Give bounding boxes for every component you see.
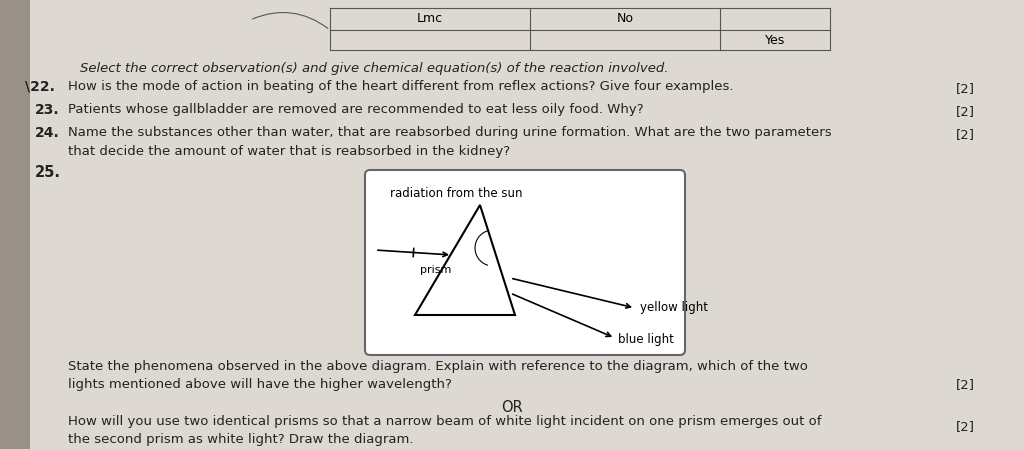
Text: \22.: \22. — [25, 80, 55, 94]
Text: 24.: 24. — [35, 126, 59, 140]
Text: the second prism as white light? Draw the diagram.: the second prism as white light? Draw th… — [68, 433, 414, 446]
Text: that decide the amount of water that is reabsorbed in the kidney?: that decide the amount of water that is … — [68, 145, 510, 158]
Text: How is the mode of action in beating of the heart different from reflex actions?: How is the mode of action in beating of … — [68, 80, 733, 93]
Text: Lmc: Lmc — [417, 13, 443, 26]
Text: No: No — [616, 13, 634, 26]
Text: Patients whose gallbladder are removed are recommended to eat less oily food. Wh: Patients whose gallbladder are removed a… — [68, 103, 644, 116]
Text: yellow light: yellow light — [640, 301, 708, 314]
Text: [2]: [2] — [956, 82, 975, 95]
Text: [2]: [2] — [956, 420, 975, 433]
Text: State the phenomena observed in the above diagram. Explain with reference to the: State the phenomena observed in the abov… — [68, 360, 808, 373]
Text: lights mentioned above will have the higher wavelength?: lights mentioned above will have the hig… — [68, 378, 452, 391]
Text: [2]: [2] — [956, 128, 975, 141]
Text: 23.: 23. — [35, 103, 59, 117]
Text: Name the substances other than water, that are reabsorbed during urine formation: Name the substances other than water, th… — [68, 126, 831, 139]
Polygon shape — [0, 0, 30, 449]
Text: Select the correct observation(s) and give chemical equation(s) of the reaction : Select the correct observation(s) and gi… — [80, 62, 669, 75]
Text: [2]: [2] — [956, 378, 975, 391]
Text: 25.: 25. — [35, 165, 61, 180]
Text: prism: prism — [420, 265, 452, 275]
Text: OR: OR — [501, 400, 523, 415]
Text: blue light: blue light — [618, 334, 674, 347]
Text: Yes: Yes — [765, 34, 785, 47]
FancyBboxPatch shape — [365, 170, 685, 355]
Text: How will you use two identical prisms so that a narrow beam of white light incid: How will you use two identical prisms so… — [68, 415, 821, 428]
Text: [2]: [2] — [956, 105, 975, 118]
Text: radiation from the sun: radiation from the sun — [390, 187, 522, 200]
